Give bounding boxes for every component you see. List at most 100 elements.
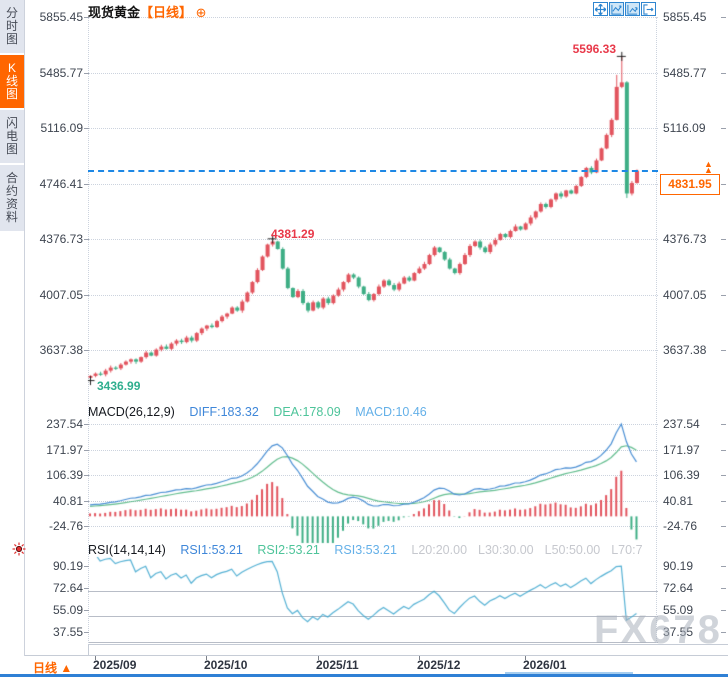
last-price-badge: 4831.95 — [660, 174, 720, 195]
scrollbar-track-bottom — [25, 655, 728, 656]
axis-tick — [721, 610, 726, 611]
period-name: 【日线】 — [140, 5, 193, 20]
price-up-arrows-icon[interactable]: ▲ ▲ — [704, 159, 713, 175]
axis-label-left: 5855.45 — [39, 10, 83, 24]
axis-tick — [84, 566, 89, 567]
fit-vertical-icon[interactable] — [625, 2, 640, 16]
macd-dea-value: DEA:178.09 — [273, 405, 341, 419]
triangle-up-icon: ▲ — [60, 661, 73, 675]
macd-diff-value: DIFF:183.32 — [189, 405, 259, 419]
axis-tick — [84, 239, 89, 240]
axis-label-right: 3637.38 — [663, 343, 707, 357]
axis-tick — [721, 183, 726, 185]
move-icon[interactable] — [593, 2, 608, 16]
high-price-marker: 5596.33 — [572, 42, 616, 56]
rsi2-value: RSI2:53.21 — [257, 543, 320, 557]
x-axis-date-label: 2025/09 — [93, 658, 137, 672]
period-selector[interactable]: 日线 ▲ — [33, 659, 72, 676]
axis-tick — [721, 588, 726, 589]
axis-label-right: 72.64 — [663, 581, 694, 595]
sidebar-tab-label: K线图 — [5, 61, 18, 101]
symbol-name: 现货黄金 — [88, 5, 141, 20]
axis-label-right: 106.39 — [663, 468, 700, 482]
axis-tick — [84, 632, 89, 633]
x-axis-tick — [206, 656, 207, 660]
axis-label-left: 72.64 — [52, 581, 83, 595]
axis-label-left: 5116.09 — [40, 121, 84, 135]
axis-label-right: 4376.73 — [663, 232, 707, 246]
x-axis-date-label: 2025/11 — [316, 658, 359, 672]
rsi-level-label: L70:7 — [611, 543, 643, 557]
axis-tick — [84, 128, 89, 129]
axis-label-right: 90.19 — [663, 559, 694, 573]
x-axis-date-label: 2025/10 — [204, 658, 248, 672]
x-axis-tick — [419, 656, 420, 660]
axis-tick — [721, 17, 726, 18]
axis-label-left: 237.54 — [46, 417, 83, 431]
x-axis-date-label: 2026/01 — [523, 658, 567, 672]
axis-label-left: 171.97 — [46, 442, 83, 457]
chart-title: 现货黄金【日线】 ⊕ — [88, 2, 207, 21]
sidebar-tab-contract-info[interactable]: 合约资料 — [0, 165, 24, 231]
rsi3-value: RSI3:53.21 — [334, 543, 397, 557]
axis-label-right: 37.55 — [663, 625, 694, 639]
axis-tick — [84, 526, 89, 527]
axis-tick — [721, 350, 726, 351]
exit-icon[interactable] — [641, 2, 656, 16]
sidebar-tab-lightning[interactable]: 闪电图 — [0, 110, 24, 163]
bottom-divider-strip — [0, 674, 728, 677]
scrollbar-track-top[interactable] — [88, 644, 728, 645]
axis-tick — [721, 424, 726, 425]
axis-label-left: 4376.73 — [39, 232, 83, 246]
axis-label-right: 5855.45 — [663, 10, 707, 24]
axis-label-right: 55.09 — [663, 603, 694, 617]
sidebar-tab-timeshare[interactable]: 分时图 — [0, 0, 24, 53]
axis-tick — [84, 350, 89, 351]
rsi-header: RSI(14,14,14) RSI1:53.21 RSI2:53.21 RSI3… — [88, 543, 665, 557]
axis-label-right: 5116.09 — [663, 121, 706, 135]
axis-label-left: 4007.05 — [39, 287, 83, 302]
scrollbar-thumb[interactable] — [505, 672, 633, 674]
axis-tick — [84, 424, 89, 425]
rsi-level-label: L30:30.00 — [478, 543, 534, 557]
rsi-level-label: L50:50.00 — [544, 543, 601, 557]
axis-label-left: 106.39 — [46, 468, 83, 482]
x-axis-tick — [95, 656, 96, 660]
fx678-watermark: FX678 — [594, 608, 722, 652]
sidebar-tab-kline[interactable]: K线图 — [0, 55, 24, 108]
x-axis-tick — [318, 656, 319, 660]
axis-label-right: 4007.05 — [663, 287, 707, 302]
axis-tick — [721, 475, 726, 476]
x-axis-date-label: 2025/12 — [417, 658, 461, 672]
axis-label-left: 40.81 — [52, 493, 83, 508]
sidebar-tab-label: 闪电图 — [5, 116, 18, 156]
axis-tick — [721, 449, 726, 451]
axis-label-left: 5485.77 — [39, 65, 83, 80]
axis-tick — [84, 500, 89, 502]
scrollbar-track-edge — [88, 644, 89, 656]
axis-tick — [84, 72, 89, 74]
mid-peak-price-marker: 4381.29 — [271, 227, 315, 241]
axis-tick — [84, 588, 89, 589]
axis-label-right: 171.97 — [663, 442, 700, 457]
low-price-marker: 3436.99 — [97, 379, 141, 393]
axis-tick — [721, 128, 726, 129]
axis-label-right: 237.54 — [663, 417, 700, 431]
axis-tick — [84, 475, 89, 476]
macd-header: MACD(26,12,9) DIFF:183.32 DEA:178.09 MAC… — [88, 405, 438, 419]
fit-horizontal-icon[interactable] — [609, 2, 624, 16]
axis-tick — [84, 17, 89, 18]
alert-blink-icon[interactable] — [12, 542, 26, 561]
axis-tick — [721, 72, 726, 74]
axis-label-left: 3637.38 — [39, 343, 83, 357]
rsi-level-labels: L20:20.00 L30:30.00 L50:50.00 L70:7 — [411, 543, 653, 557]
axis-tick — [84, 183, 89, 185]
axis-tick — [721, 566, 726, 567]
rsi1-value: RSI1:53.21 — [180, 543, 243, 557]
axis-tick — [721, 632, 726, 633]
rsi-level-label: L20:20.00 — [411, 543, 468, 557]
period-selector-label: 日线 — [33, 661, 58, 675]
axis-tick — [721, 526, 726, 527]
settings-icon[interactable]: ⊕ — [195, 5, 207, 20]
